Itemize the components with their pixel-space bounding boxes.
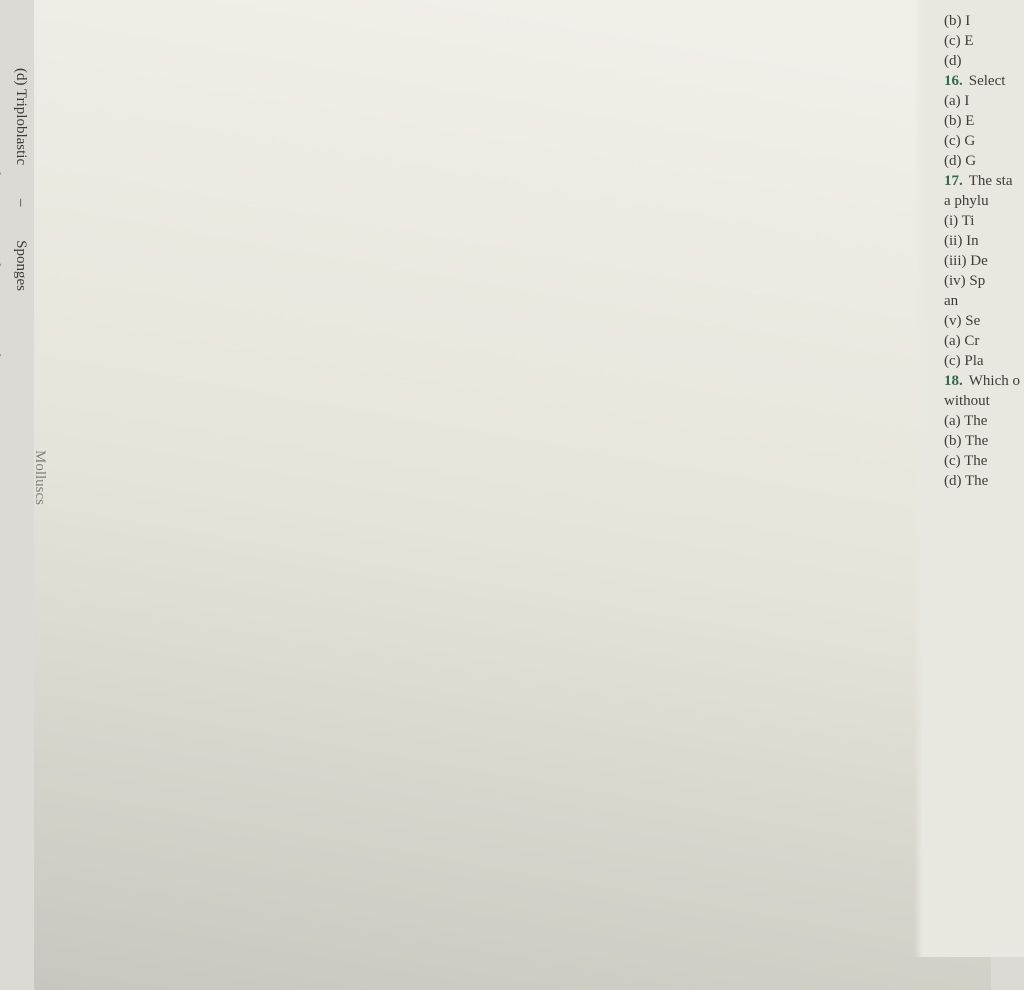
right-fragment: an xyxy=(944,293,1024,310)
sponges-text: Sponges xyxy=(13,240,29,291)
right-fragment: (c) E xyxy=(944,33,1024,50)
right-fragment: (v) Se xyxy=(944,313,1024,330)
right-qnum: 17. xyxy=(944,173,963,189)
right-text: (c) Pla xyxy=(944,353,984,369)
right-fragment: (c) G xyxy=(944,133,1024,150)
right-fragment: (a) The xyxy=(944,413,1024,430)
right-text: (d) G xyxy=(944,153,976,169)
right-fragment: (a) Cr xyxy=(944,333,1024,350)
right-fragment: (b) E xyxy=(944,113,1024,130)
right-text: (iii) De xyxy=(944,253,988,269)
right-text: (c) The xyxy=(944,453,987,469)
right-fragment: (d) xyxy=(944,53,1024,70)
right-fragment: a phylu xyxy=(944,193,1024,210)
right-text: (d) xyxy=(944,53,962,69)
right-fragment: 17. The sta xyxy=(944,173,1024,190)
right-text: (v) Se xyxy=(944,313,980,329)
right-fragment: (d) G xyxy=(944,153,1024,170)
right-text: (c) G xyxy=(944,133,975,149)
right-text: an xyxy=(944,293,958,309)
opt-d-label: (d) xyxy=(13,68,29,86)
right-fragment: (c) Pla xyxy=(944,353,1024,370)
right-fragment: (ii) In xyxy=(944,233,1024,250)
right-fragment: (b) I xyxy=(944,13,1024,30)
right-fragment: (d) The xyxy=(944,473,1024,490)
right-fragment: 16. Select xyxy=(944,73,1024,90)
right-fragment: (iii) De xyxy=(944,253,1024,270)
q12-text: Study carefully the given flow chart and… xyxy=(0,106,2,449)
right-text: (iv) Sp xyxy=(944,273,985,289)
right-text: a phylu xyxy=(944,193,989,209)
molluscs-fragment: Molluscs xyxy=(32,450,48,505)
right-fragment: (iv) Sp xyxy=(944,273,1024,290)
right-text: (d) The xyxy=(944,473,988,489)
right-text: (a) The xyxy=(944,413,987,429)
right-text: (c) E xyxy=(944,33,974,49)
right-qnum: 18. xyxy=(944,373,963,389)
right-text: without xyxy=(944,393,990,409)
right-text: (a) I xyxy=(944,93,969,109)
right-text: Which o xyxy=(969,373,1020,389)
opt-d-text: Triploblastic xyxy=(13,89,29,165)
right-fragment: (b) The xyxy=(944,433,1024,450)
right-fragment: (i) Ti xyxy=(944,213,1024,230)
right-fragment: (a) I xyxy=(944,93,1024,110)
dash: – xyxy=(13,199,29,207)
right-fragment: (c) The xyxy=(944,453,1024,470)
right-fragment: without xyxy=(944,393,1024,410)
right-text: (b) The xyxy=(944,433,988,449)
right-text: The sta xyxy=(969,173,1013,189)
right-fragment: 18. Which o xyxy=(944,373,1024,390)
right-text: (i) Ti xyxy=(944,213,974,229)
right-text: (b) I xyxy=(944,13,970,29)
right-cutoff: (b) I (c) E (d) 16. Select(a) I (b) E (c) G (d)… xyxy=(914,0,1024,957)
q12-number: 12. xyxy=(0,68,2,94)
right-text: (ii) In xyxy=(944,233,979,249)
right-text: Select xyxy=(969,73,1006,89)
right-qnum: 16. xyxy=(944,73,963,89)
right-text: (a) Cr xyxy=(944,333,979,349)
right-text: (b) E xyxy=(944,113,974,129)
